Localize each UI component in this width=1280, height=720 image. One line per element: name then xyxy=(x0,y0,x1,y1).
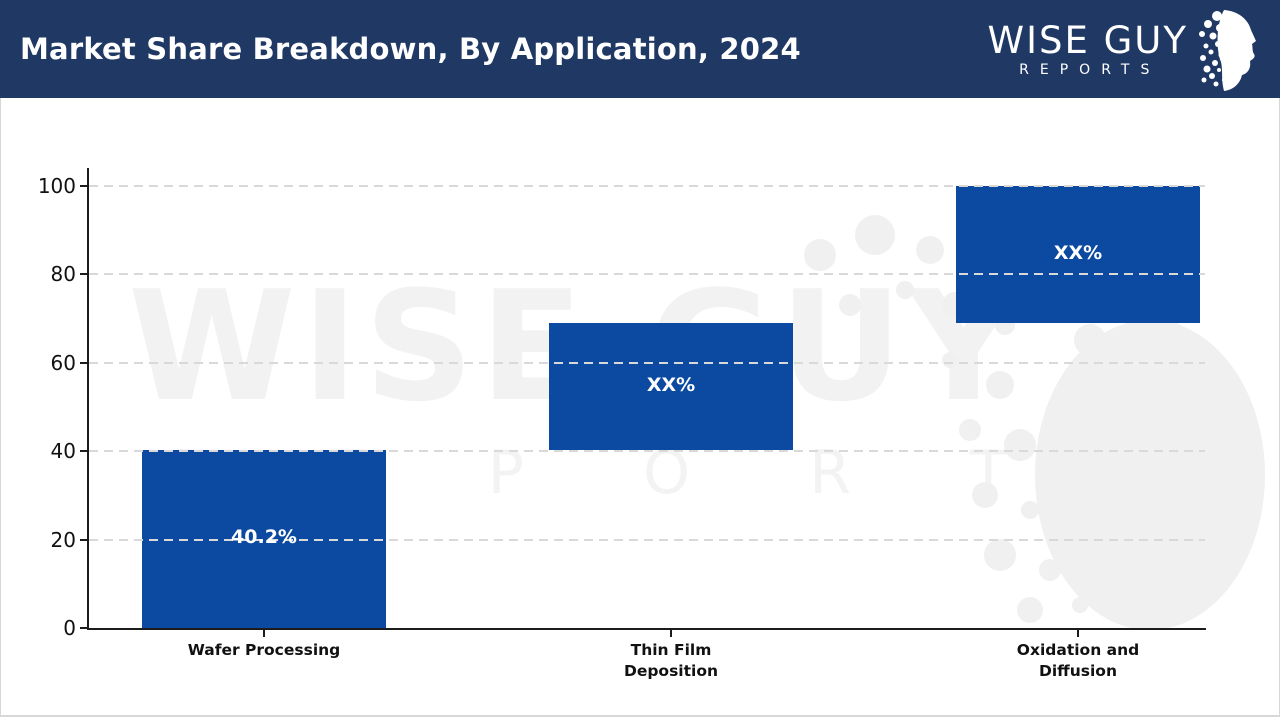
page-border-bottom xyxy=(0,715,1280,717)
dotted-face-profile-icon xyxy=(1199,10,1256,91)
y-tick-60 xyxy=(80,361,88,364)
y-tick-40 xyxy=(80,450,88,453)
brand-logo-text: WISE GUY REPORTS xyxy=(988,22,1188,77)
gridline-60 xyxy=(89,361,1205,364)
header-bar: Market Share Breakdown, By Application, … xyxy=(0,0,1280,98)
bar-value-label-0: 40.2% xyxy=(231,526,297,549)
x-tick-1 xyxy=(670,630,672,637)
category-label-0: Wafer Processing xyxy=(187,641,341,659)
x-tick-2 xyxy=(1077,630,1079,637)
y-tick-80 xyxy=(80,273,88,276)
page-border-left xyxy=(0,98,1,716)
watermark-head-dots xyxy=(700,215,1265,630)
bar-segment-2 xyxy=(956,186,1200,324)
brand-subtitle: REPORTS xyxy=(1019,61,1161,78)
category-label-2: Oxidation and Diffusion xyxy=(1016,641,1140,680)
bar-value-label-2: XX% xyxy=(1053,241,1103,264)
gridline-20 xyxy=(89,538,1205,541)
x-axis-line xyxy=(87,628,1206,630)
y-tick-0 xyxy=(80,627,88,629)
bar-segment-1 xyxy=(549,323,793,451)
brand-logo: WISE GUY REPORTS xyxy=(988,6,1260,92)
bar-value-label-1: XX% xyxy=(646,373,696,396)
gridline-80 xyxy=(89,273,1205,276)
y-tick-label-60: 60 xyxy=(50,350,76,375)
y-tick-label-40: 40 xyxy=(50,439,76,464)
chart-title: Market Share Breakdown, By Application, … xyxy=(20,32,801,66)
category-label-1: Thin Film Deposition xyxy=(623,641,719,680)
y-tick-label-0: 0 xyxy=(63,616,76,640)
x-tick-0 xyxy=(263,630,265,637)
y-tick-label-80: 80 xyxy=(50,262,76,287)
y-axis-line xyxy=(87,168,89,630)
y-tick-100 xyxy=(80,185,88,187)
gridline-100 xyxy=(89,185,1205,187)
y-tick-20 xyxy=(80,538,88,541)
y-tick-label-100: 100 xyxy=(37,174,76,198)
brand-name: WISE GUY xyxy=(987,18,1188,62)
gridline-40 xyxy=(89,450,1205,453)
y-tick-label-20: 20 xyxy=(50,527,76,552)
